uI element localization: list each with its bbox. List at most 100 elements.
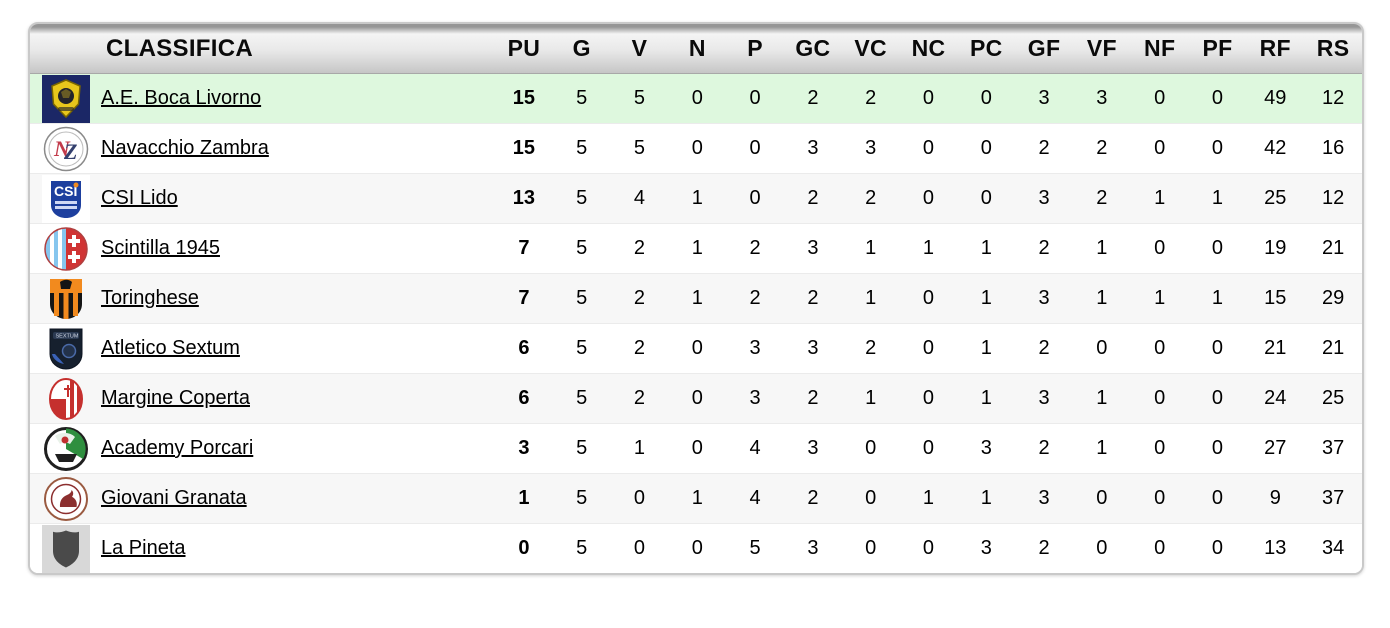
stat-cell: 0 xyxy=(1130,423,1189,474)
stat-cell: 0 xyxy=(957,123,1016,174)
standings-table: CLASSIFICA PU G V N P GC VC NC PC GF VF NF PF RF RS A.E… xyxy=(30,24,1362,573)
stat-cell: 0 xyxy=(899,123,958,174)
stat-cell: 3 xyxy=(841,123,900,174)
stat-cell: 4 xyxy=(726,423,784,474)
team-cell: CSI CSI Lido xyxy=(30,173,495,224)
stat-cell: 3 xyxy=(783,223,842,274)
stat-cell: 7 xyxy=(495,223,553,274)
table-row: Scintilla 1945 7 5 2 1 2 3 1 1 1 2 1 0 0 19 21 xyxy=(30,223,1362,274)
team-link[interactable]: Giovani Granata xyxy=(101,487,247,509)
stat-cell: 25 xyxy=(1304,373,1362,424)
stat-cell: 0 xyxy=(922,87,935,109)
team-link[interactable]: Atletico Sextum xyxy=(101,337,240,359)
stat-cell: 1 xyxy=(668,473,727,524)
stat-cell: 0 xyxy=(1072,323,1131,374)
stat-cell: 5 xyxy=(552,323,611,374)
team-link[interactable]: Navacchio Zambra xyxy=(101,137,269,159)
table-row: Academy Porcari 3 5 1 0 4 3 0 0 3 2 1 0 0 27 37 xyxy=(30,423,1362,474)
stat-cell: 5 xyxy=(726,523,784,573)
stat-cell: 2 xyxy=(783,273,842,324)
team-link[interactable]: La Pineta xyxy=(101,537,186,559)
stat-cell: 0 xyxy=(668,373,727,424)
stat-cell: 1 xyxy=(610,423,669,474)
team-wrap: Academy Porcari xyxy=(42,425,495,473)
stat-cell: 2 xyxy=(807,87,819,109)
stat-cell: 16 xyxy=(1304,123,1362,174)
stat-cell: 2 xyxy=(1015,423,1073,474)
stat-cell: 0 xyxy=(495,523,553,573)
column-header: GC xyxy=(783,24,842,74)
team-cell: Margine Coperta xyxy=(30,373,495,424)
stat-cell: 12 xyxy=(1321,87,1345,109)
stat-cell: 2 xyxy=(1015,223,1073,274)
stat-cell: 0 xyxy=(841,423,900,474)
stat-cell: 0 xyxy=(1130,523,1189,573)
stat-cell: 1 xyxy=(841,373,900,424)
stat-cell: 5 xyxy=(552,123,611,174)
stat-cell: 0 xyxy=(899,523,958,573)
stat-cell: 5 xyxy=(552,173,611,224)
svg-text:SEXTUM: SEXTUM xyxy=(56,333,79,339)
stat-cell: 1 xyxy=(957,373,1016,424)
team-link[interactable]: Scintilla 1945 xyxy=(101,237,220,259)
team-cell: La Pineta xyxy=(30,523,495,573)
team-link[interactable]: Academy Porcari xyxy=(101,437,254,459)
csi-lido-badge-icon: CSI xyxy=(42,174,90,223)
team-cell: Academy Porcari xyxy=(30,423,495,474)
stat-cell: 0 xyxy=(980,87,992,109)
stat-cell: 2 xyxy=(610,373,669,424)
stat-cell: 0 xyxy=(1188,323,1247,374)
stat-cell: 0 xyxy=(1188,223,1247,274)
stat-cell: 5 xyxy=(576,87,588,109)
team-link[interactable]: CSI Lido xyxy=(101,187,178,209)
stat-cell: 0 xyxy=(610,523,669,573)
stat-cell: 2 xyxy=(865,87,877,109)
stat-cell: 2 xyxy=(1015,323,1073,374)
stat-cell: 4 xyxy=(726,473,784,524)
stat-cell: 0 xyxy=(1130,473,1189,524)
la-pineta-badge-icon xyxy=(42,524,90,573)
column-header: PU xyxy=(495,24,553,74)
stat-cell: 19 xyxy=(1246,223,1305,274)
stat-cell: 1 xyxy=(899,473,958,524)
stat-cell: 2 xyxy=(1015,523,1073,573)
stat-cell: 1 xyxy=(899,223,958,274)
stat-cell: 2 xyxy=(610,323,669,374)
column-header: P xyxy=(726,24,784,74)
stat-cell: 0 xyxy=(899,373,958,424)
team-wrap: Margine Coperta xyxy=(42,375,495,423)
column-header: V xyxy=(610,24,669,74)
stat-cell: 1 xyxy=(1188,273,1247,324)
table-row: SEXTUM Atletico Sextum 6 5 2 0 3 3 2 0 1 2 0 0 0 21 21 xyxy=(30,323,1362,374)
stat-cell: 1 xyxy=(668,223,727,274)
stat-cell: 0 xyxy=(1211,87,1224,109)
stat-cell: 2 xyxy=(726,223,784,274)
header-row: CLASSIFICA PU G V N P GC VC NC PC GF VF NF PF RF RS xyxy=(30,24,1362,74)
stat-cell: 0 xyxy=(899,273,958,324)
stat-cell: 7 xyxy=(495,273,553,324)
stat-cell: 5 xyxy=(552,473,611,524)
team-cell: Scintilla 1945 xyxy=(30,223,495,274)
stat-cell: 5 xyxy=(552,423,611,474)
team-link[interactable]: Toringhese xyxy=(101,287,199,309)
stat-cell: 3 xyxy=(957,523,1016,573)
stat-cell: 1 xyxy=(668,173,727,224)
stat-cell: 3 xyxy=(1038,87,1050,109)
stat-cell: 3 xyxy=(495,423,553,474)
column-header: PC xyxy=(957,24,1016,74)
team-link[interactable]: A.E. Boca Livorno xyxy=(101,87,262,109)
stat-cell: 2 xyxy=(726,273,784,324)
stat-cell: 0 xyxy=(726,173,784,224)
stat-cell: 0 xyxy=(668,523,727,573)
team-link[interactable]: Margine Coperta xyxy=(101,387,250,409)
team-wrap: Toringhese xyxy=(42,275,495,323)
table-row: CSI CSI Lido 13 5 4 1 0 2 2 0 0 3 2 1 1 25 12 xyxy=(30,173,1362,224)
team-cell: N Z Navacchio Zambra xyxy=(30,123,495,174)
table-row: Giovani Granata 1 5 0 1 4 2 0 1 1 3 0 0 0 9 37 xyxy=(30,473,1362,524)
stat-cell: 3 xyxy=(783,123,842,174)
stat-cell: 1 xyxy=(1130,273,1189,324)
column-header: G xyxy=(552,24,611,74)
stat-cell: 5 xyxy=(633,87,646,109)
stat-cell: 3 xyxy=(726,373,784,424)
stat-cell: 2 xyxy=(783,473,842,524)
